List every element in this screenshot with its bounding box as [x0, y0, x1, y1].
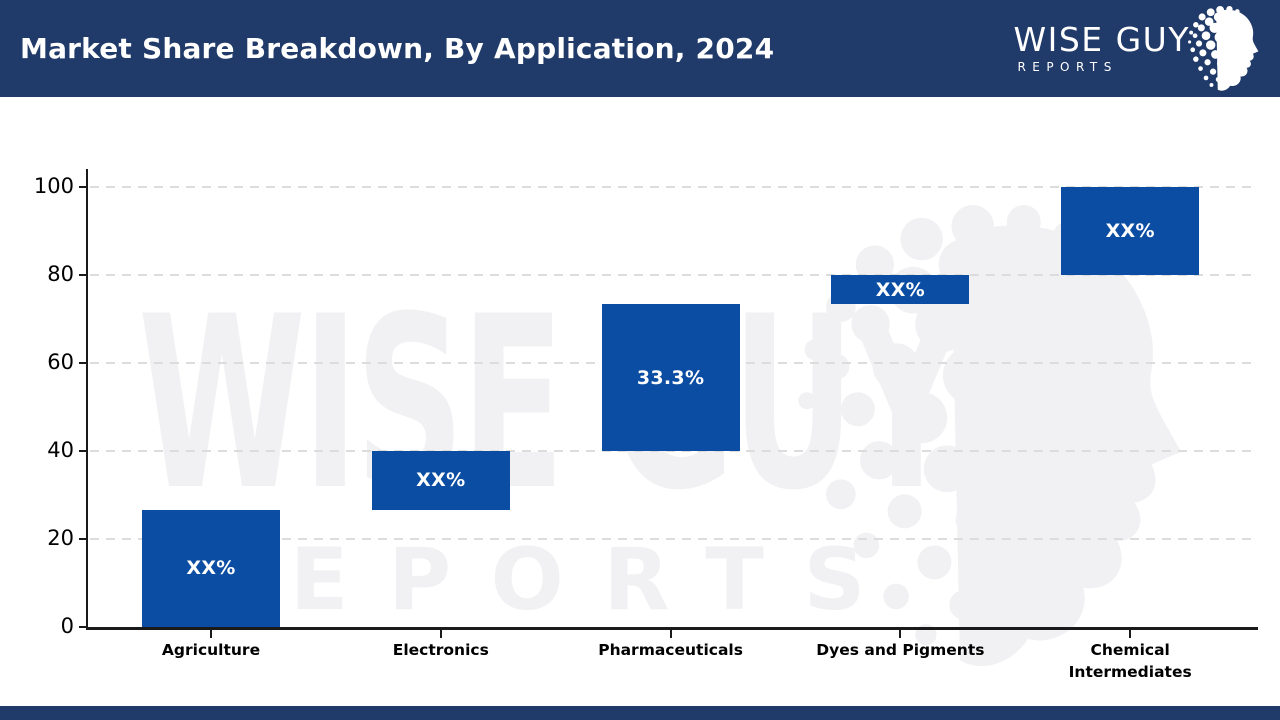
bar-value-label: 33.3%: [636, 366, 705, 389]
y-tick-mark: [79, 450, 87, 452]
logo-text: WISE GUY REPORTS: [1013, 23, 1190, 74]
gridline-100: [90, 186, 1256, 188]
x-axis-label-chemical-intermediates: Chemical Intermediates: [1068, 641, 1192, 681]
chart-title: Market Share Breakdown, By Application, …: [20, 32, 775, 65]
x-axis-label-dyes-and-pigments: Dyes and Pigments: [816, 641, 985, 659]
bar-dyes-and-pigments: XX%: [831, 275, 970, 305]
logo-dotted-head-icon: [1184, 6, 1264, 92]
wise-guy-logo: WISE GUY REPORTS: [1013, 6, 1264, 92]
gridline-20: [90, 538, 1256, 540]
x-tick-mark: [669, 630, 672, 638]
y-tick-label: 40: [47, 438, 74, 462]
y-tick-mark: [79, 274, 87, 276]
y-axis-line: [86, 169, 88, 630]
y-tick-label: 20: [47, 526, 74, 550]
logo-subtitle: REPORTS: [1017, 60, 1118, 74]
bar-agriculture: XX%: [142, 509, 280, 627]
gridline-40: [90, 450, 1256, 452]
bar-value-label: XX%: [1105, 220, 1155, 242]
x-axis-line: [86, 627, 1258, 630]
bar-value-label: XX%: [416, 469, 466, 492]
y-tick-mark: [79, 362, 87, 364]
x-axis-label-pharmaceuticals: Pharmaceuticals: [598, 641, 743, 659]
y-tick-mark: [79, 538, 87, 540]
y-tick-label: 0: [60, 614, 74, 638]
x-axis-label-electronics: Electronics: [392, 641, 489, 659]
bar-chemical-intermediates: XX%: [1061, 187, 1200, 275]
bar-electronics: XX%: [371, 451, 510, 510]
y-tick-mark: [79, 186, 87, 188]
x-tick-mark: [899, 630, 902, 638]
bar-value-label: XX%: [186, 557, 236, 580]
x-tick-mark: [1129, 630, 1132, 638]
y-tick-label: 60: [47, 350, 74, 374]
footer-bar: [0, 706, 1280, 720]
x-axis-label-agriculture: Agriculture: [161, 641, 261, 659]
x-tick-mark: [439, 630, 442, 638]
y-tick-label: 100: [33, 174, 74, 198]
bar-value-label: XX%: [875, 278, 926, 301]
gridline-80: [90, 274, 1256, 276]
x-tick-mark: [210, 630, 212, 638]
y-tick-mark: [79, 626, 87, 628]
report-header: Market Share Breakdown, By Application, …: [0, 0, 1280, 97]
bar-pharmaceuticals: 33.3%: [601, 304, 740, 451]
y-tick-label: 80: [47, 262, 74, 286]
logo-wordmark: WISE GUY: [1013, 20, 1190, 59]
